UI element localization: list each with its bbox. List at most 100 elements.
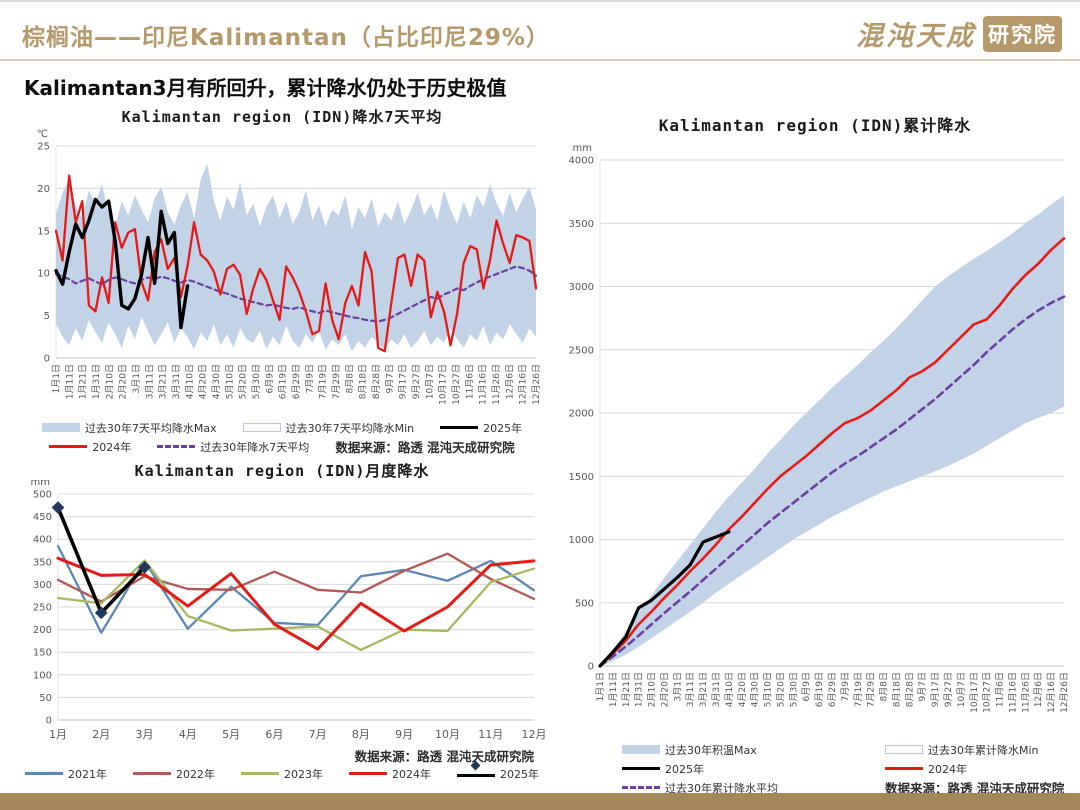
company-logo: 混沌天成 研究院	[856, 14, 1062, 53]
weekly-chart-title: Kalimantan region (IDN)降水7天平均	[121, 108, 443, 126]
svg-text:2月: 2月	[92, 728, 110, 741]
legend-band-swatch	[41, 423, 80, 432]
svg-text:0: 0	[46, 716, 52, 727]
svg-text:8月: 8月	[352, 728, 370, 741]
svg-text:8月18日: 8月18日	[891, 672, 902, 707]
svg-text:4月20日: 4月20日	[198, 364, 209, 399]
legend-item: 2024年	[49, 439, 131, 455]
svg-text:4月10日: 4月10日	[724, 672, 735, 707]
svg-text:450: 450	[33, 512, 52, 523]
legend-line-swatch	[133, 772, 171, 775]
svg-text:15: 15	[37, 226, 50, 237]
svg-text:4月: 4月	[179, 728, 197, 741]
svg-text:4月30日: 4月30日	[211, 364, 222, 399]
svg-text:10月7日: 10月7日	[424, 364, 435, 399]
svg-text:9月27日: 9月27日	[943, 672, 954, 707]
svg-text:10月: 10月	[435, 728, 460, 741]
legend-item: 2025年	[457, 760, 539, 782]
svg-text:12月16日: 12月16日	[1046, 672, 1057, 713]
data-source-note: 数据来源：路透 混沌天成研究院	[815, 778, 1078, 797]
legend-item: 2025年	[552, 761, 815, 777]
legend-row: 2025年 2024年	[552, 759, 1078, 778]
logo-seal: 研究院	[983, 15, 1062, 52]
svg-text:11月6日: 11月6日	[995, 672, 1006, 707]
legend-item: 2021年	[25, 766, 107, 782]
svg-text:6月19日: 6月19日	[278, 364, 289, 399]
svg-text:5月30日: 5月30日	[788, 672, 799, 707]
cumulative-chart-title: Kalimantan region (IDN)累计降水	[658, 116, 972, 135]
svg-text:10月17日: 10月17日	[438, 364, 449, 405]
svg-text:1月11日: 1月11日	[64, 364, 75, 399]
svg-text:1月31日: 1月31日	[91, 364, 102, 399]
svg-text:2000: 2000	[569, 409, 594, 420]
svg-text:4月20日: 4月20日	[737, 672, 748, 707]
svg-text:7月29日: 7月29日	[331, 364, 342, 399]
svg-text:6月29日: 6月29日	[827, 672, 838, 707]
cumulative-chart-plot: 0 500 1000 1500 2000 2500 3000 3500 4000 1月1日 1月11…	[569, 143, 1070, 713]
svg-text:2500: 2500	[569, 345, 594, 356]
svg-text:7月9日: 7月9日	[304, 364, 315, 393]
svg-text:3000: 3000	[569, 282, 594, 293]
data-source-text: 数据来源：路透 混沌天成研究院	[885, 781, 1065, 796]
svg-text:7月9日: 7月9日	[840, 672, 851, 701]
svg-text:9月17日: 9月17日	[930, 672, 941, 707]
legend-label: 过去30年7天平均降水Min	[285, 421, 415, 435]
svg-text:4月10日: 4月10日	[184, 364, 195, 399]
svg-text:mm: mm	[573, 143, 592, 154]
svg-text:1月: 1月	[49, 728, 67, 741]
svg-text:4000: 4000	[569, 156, 594, 167]
legend-item: 过去30年累计降水Min	[815, 742, 1078, 758]
legend-row: 过去30年累计降水平均 数据来源：路透 混沌天成研究院	[552, 778, 1078, 797]
svg-text:400: 400	[33, 535, 52, 546]
legend-item: 2025年	[440, 420, 522, 436]
svg-text:10月27日: 10月27日	[982, 672, 993, 713]
svg-text:0: 0	[588, 662, 594, 673]
page-title: 棕榈油——印尼Kalimantan（占比印尼29%）	[22, 25, 550, 51]
legend-item: 过去30年累计降水平均	[552, 780, 815, 796]
svg-text:9月: 9月	[395, 728, 413, 741]
legend-label: 过去30年降水7天平均	[200, 440, 310, 454]
legend-item: 2022年	[133, 766, 215, 782]
svg-text:1月31日: 1月31日	[634, 672, 645, 707]
monthly-chart-legend: 2021年 2022年 2023年 2024年 2025年	[16, 760, 548, 783]
legend-item: 过去30年积温Max	[552, 742, 815, 758]
legend-box-swatch	[242, 423, 281, 432]
monthly-data-source-note: 数据来源：路透 混沌天成研究院	[354, 749, 534, 764]
header-divider	[0, 59, 1080, 61]
svg-text:8月18日: 8月18日	[358, 364, 369, 399]
svg-text:1月1日: 1月1日	[595, 672, 606, 701]
cumulative-chart-legend: 过去30年积温Max 过去30年累计降水Min 2025年 2024年 过去30年累计降…	[552, 740, 1078, 797]
monthly-chart-plot: 0 50 100 150 200 250 300 350 400 450 500 1月 2月 3月 4月 5月…	[31, 480, 547, 741]
legend-item: 过去30年7天平均降水Max	[41, 420, 217, 436]
svg-text:8月28日: 8月28日	[904, 672, 915, 707]
legend-label: 过去30年累计降水平均	[665, 781, 778, 795]
svg-text:9月7日: 9月7日	[384, 364, 395, 393]
svg-text:10月7日: 10月7日	[956, 672, 967, 707]
svg-text:7月: 7月	[309, 728, 327, 741]
legend-label: 过去30年积温Max	[665, 743, 757, 757]
legend-label: 2021年	[68, 767, 107, 781]
svg-text:10: 10	[37, 269, 50, 280]
svg-text:3月11日: 3月11日	[685, 672, 696, 707]
svg-text:5月10日: 5月10日	[224, 364, 235, 399]
svg-text:0: 0	[44, 354, 50, 365]
svg-text:7月19日: 7月19日	[853, 672, 864, 707]
svg-text:6月19日: 6月19日	[814, 672, 825, 707]
svg-text:2月10日: 2月10日	[647, 672, 658, 707]
svg-text:9月17日: 9月17日	[398, 364, 409, 399]
legend-line-swatch	[349, 772, 387, 775]
svg-text:mm: mm	[31, 480, 50, 488]
svg-text:250: 250	[33, 603, 52, 614]
legend-box-swatch	[885, 745, 923, 754]
legend-row: 2024年 过去30年降水7天平均 数据来源：路透 混沌天成研究院	[16, 437, 548, 456]
svg-text:12月26日: 12月26日	[1059, 672, 1070, 713]
svg-text:12月: 12月	[522, 728, 547, 741]
svg-text:1月21日: 1月21日	[621, 672, 632, 707]
weekly-chart-legend: 过去30年7天平均降水Max 过去30年7天平均降水Min 2025年 2024年 过去…	[16, 418, 548, 456]
svg-text:6月9日: 6月9日	[801, 672, 812, 701]
legend-label: 2024年	[392, 767, 431, 781]
svg-text:11月: 11月	[478, 728, 503, 741]
monthly-chart-title: Kalimantan region (IDN)月度降水	[134, 462, 430, 480]
legend-label: 2025年	[665, 762, 704, 776]
